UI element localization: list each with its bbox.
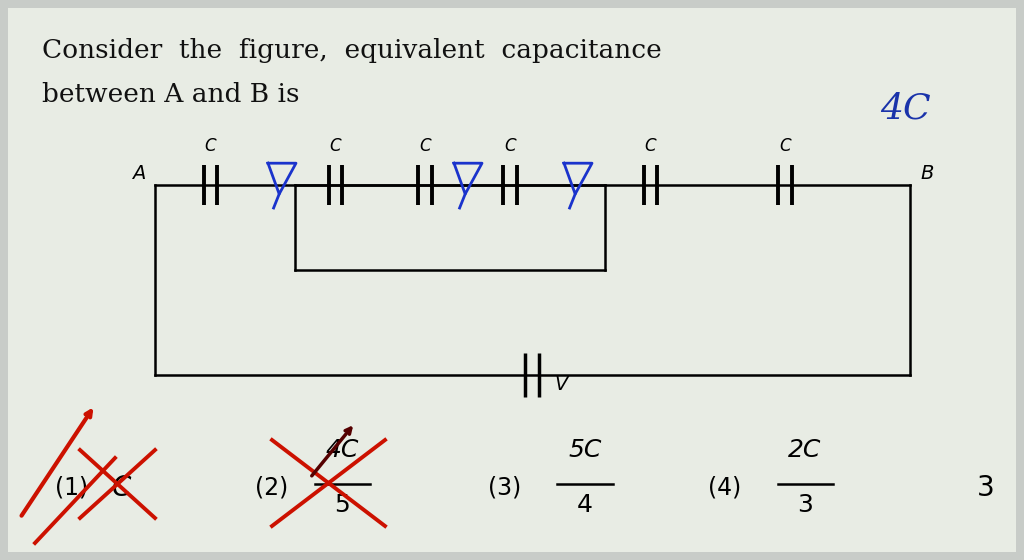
Text: 5: 5	[334, 493, 350, 517]
Text: B: B	[920, 164, 933, 183]
Text: 4C: 4C	[326, 438, 358, 462]
Text: C: C	[419, 137, 431, 155]
Text: C: C	[644, 137, 655, 155]
Text: C: C	[329, 137, 341, 155]
Text: (2): (2)	[255, 476, 288, 500]
Text: V: V	[554, 376, 567, 394]
Text: C: C	[113, 474, 132, 502]
Text: (1): (1)	[55, 476, 88, 500]
Text: A: A	[132, 164, 145, 183]
Text: C: C	[204, 137, 216, 155]
Text: 2C: 2C	[788, 438, 821, 462]
Text: 4: 4	[577, 493, 593, 517]
Text: between A and B is: between A and B is	[42, 82, 299, 107]
Text: (3): (3)	[488, 476, 521, 500]
Text: 3: 3	[797, 493, 813, 517]
Text: Consider  the  figure,  equivalent  capacitance: Consider the figure, equivalent capacita…	[42, 38, 662, 63]
Text: 3: 3	[977, 474, 995, 502]
FancyBboxPatch shape	[8, 8, 1016, 552]
Text: (4): (4)	[708, 476, 741, 500]
Text: C: C	[504, 137, 516, 155]
Text: 4C: 4C	[880, 91, 931, 125]
Text: C: C	[779, 137, 791, 155]
Text: 5C: 5C	[568, 438, 602, 462]
